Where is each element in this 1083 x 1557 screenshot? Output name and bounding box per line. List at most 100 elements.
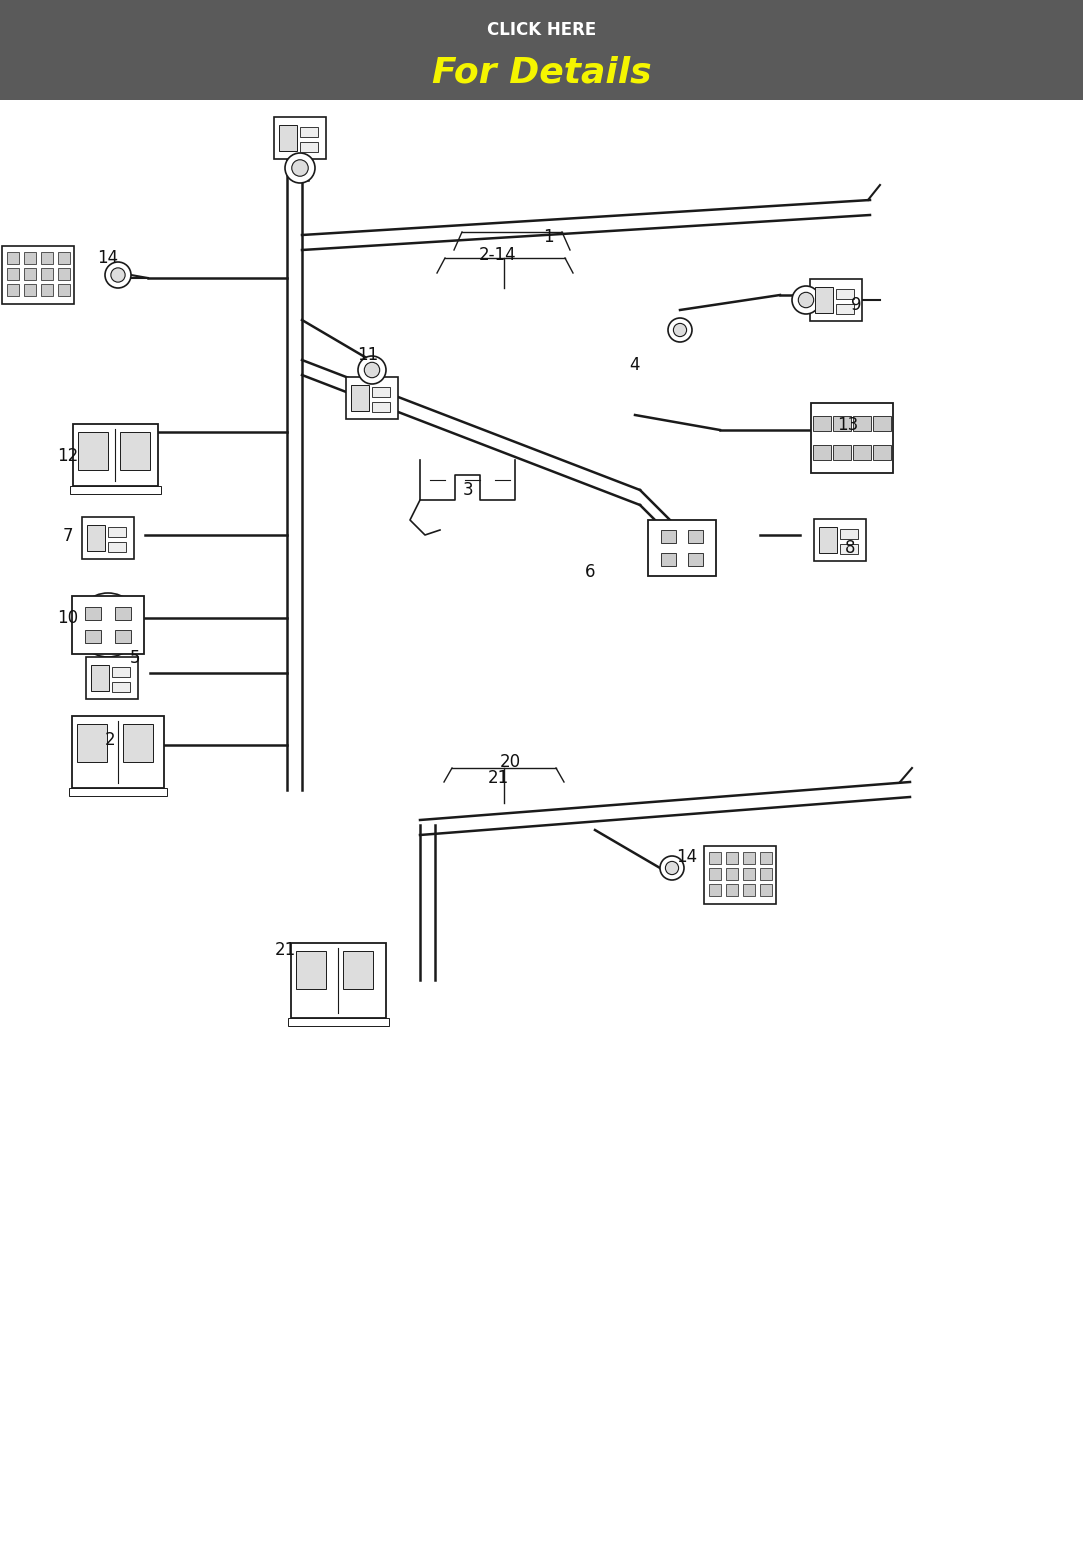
Bar xyxy=(743,884,755,895)
Bar xyxy=(343,950,373,989)
Bar xyxy=(648,520,716,576)
Bar xyxy=(743,852,755,864)
Bar xyxy=(726,867,738,880)
Bar xyxy=(815,286,833,313)
Circle shape xyxy=(285,153,315,184)
Bar xyxy=(290,942,386,1018)
Bar xyxy=(120,431,151,470)
Bar xyxy=(24,252,36,265)
Bar xyxy=(71,596,144,654)
Bar xyxy=(300,142,318,153)
Bar xyxy=(661,531,676,543)
Circle shape xyxy=(291,160,309,176)
Bar xyxy=(704,845,777,905)
Bar xyxy=(819,526,837,553)
Text: 13: 13 xyxy=(837,416,859,434)
Text: 7: 7 xyxy=(63,526,74,545)
Circle shape xyxy=(364,363,380,378)
Text: 4: 4 xyxy=(629,357,640,374)
Bar xyxy=(58,252,70,265)
Bar xyxy=(24,268,36,280)
Circle shape xyxy=(105,262,131,288)
Bar xyxy=(811,403,893,473)
Bar xyxy=(726,884,738,895)
Bar xyxy=(77,724,107,761)
Circle shape xyxy=(792,286,820,315)
Bar xyxy=(371,388,390,397)
Bar xyxy=(873,445,891,459)
Text: 10: 10 xyxy=(57,609,79,627)
Bar xyxy=(58,268,70,280)
Bar xyxy=(661,553,676,565)
Bar xyxy=(726,852,738,864)
Bar xyxy=(836,290,854,299)
Bar xyxy=(73,424,157,486)
Bar xyxy=(351,385,369,411)
Text: 8: 8 xyxy=(845,539,856,557)
Bar xyxy=(2,246,74,304)
Bar xyxy=(115,631,131,643)
Bar xyxy=(840,543,858,554)
Bar xyxy=(115,607,131,620)
Text: 14: 14 xyxy=(97,249,118,266)
Bar xyxy=(689,553,703,565)
Text: 21: 21 xyxy=(487,769,509,786)
Text: 6: 6 xyxy=(585,564,596,581)
Text: 3: 3 xyxy=(462,481,473,498)
Circle shape xyxy=(358,357,386,385)
Text: 21: 21 xyxy=(274,940,296,959)
Bar xyxy=(760,867,772,880)
Bar xyxy=(108,542,126,553)
Text: 2-14: 2-14 xyxy=(479,246,517,265)
Circle shape xyxy=(798,293,813,308)
Text: 20: 20 xyxy=(499,754,521,771)
Circle shape xyxy=(110,268,126,282)
Text: CLICK HERE: CLICK HERE xyxy=(487,20,596,39)
Text: 1: 1 xyxy=(543,227,553,246)
Bar xyxy=(371,402,390,413)
Bar xyxy=(41,268,53,280)
Bar xyxy=(840,529,858,539)
Bar xyxy=(873,416,891,431)
Circle shape xyxy=(674,324,687,336)
Bar xyxy=(58,283,70,296)
Bar xyxy=(760,884,772,895)
Bar xyxy=(760,852,772,864)
Text: 12: 12 xyxy=(57,447,79,466)
Bar xyxy=(69,788,167,796)
Text: 11: 11 xyxy=(357,346,379,364)
Text: For Details: For Details xyxy=(432,54,651,89)
Bar xyxy=(6,252,19,265)
Circle shape xyxy=(660,856,684,880)
Circle shape xyxy=(665,861,679,875)
Bar xyxy=(123,724,153,761)
Text: 5: 5 xyxy=(130,649,141,666)
Bar xyxy=(689,531,703,543)
Bar xyxy=(813,445,831,459)
Bar xyxy=(86,631,102,643)
Bar xyxy=(287,1018,389,1026)
Bar xyxy=(709,884,721,895)
Bar xyxy=(279,125,297,151)
Bar xyxy=(87,525,105,551)
Bar xyxy=(78,431,107,470)
Bar xyxy=(86,657,138,699)
Text: 9: 9 xyxy=(851,296,861,315)
Bar xyxy=(345,377,397,419)
Bar xyxy=(69,486,160,494)
Bar xyxy=(836,304,854,315)
Bar xyxy=(112,682,130,691)
Bar xyxy=(300,128,318,137)
Circle shape xyxy=(668,318,692,343)
Bar xyxy=(709,867,721,880)
Bar xyxy=(82,517,134,559)
Bar xyxy=(853,445,871,459)
Bar xyxy=(86,607,102,620)
Bar xyxy=(274,117,326,159)
Bar xyxy=(24,283,36,296)
Bar xyxy=(41,252,53,265)
Text: 14: 14 xyxy=(677,849,697,866)
Bar xyxy=(6,268,19,280)
Bar xyxy=(833,416,851,431)
Bar xyxy=(71,716,164,788)
